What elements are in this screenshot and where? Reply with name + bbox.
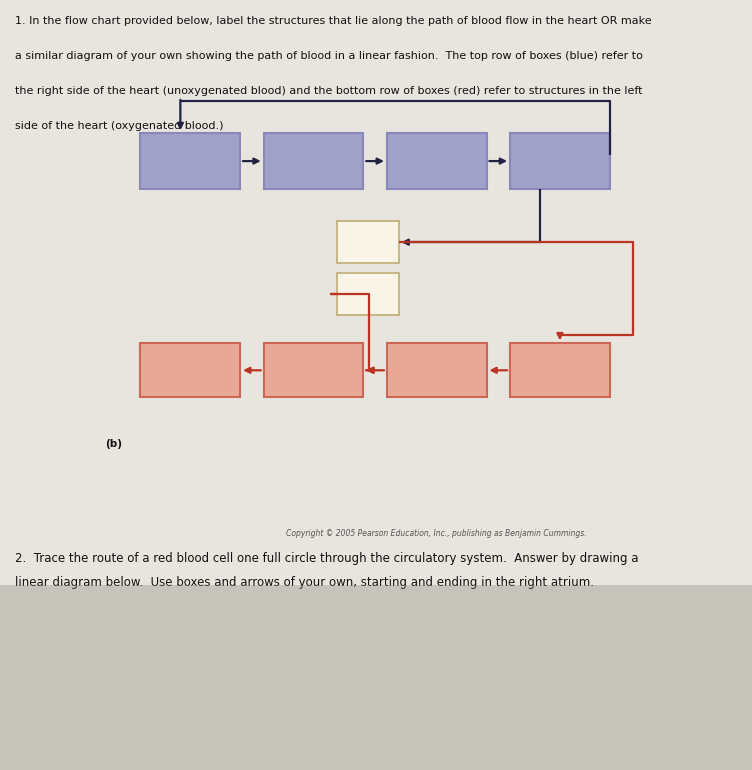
Text: 1. In the flow chart provided below, label the structures that lie along the pat: 1. In the flow chart provided below, lab…: [15, 16, 652, 26]
Bar: [510, 133, 610, 189]
Bar: [387, 133, 487, 189]
Text: 2.  Trace the route of a red blood cell one full circle through the circulatory : 2. Trace the route of a red blood cell o…: [15, 552, 638, 565]
Bar: [264, 343, 363, 397]
Text: side of the heart (oxygenated blood.): side of the heart (oxygenated blood.): [15, 122, 223, 131]
Text: a similar diagram of your own showing the path of blood in a linear fashion.  Th: a similar diagram of your own showing th…: [15, 51, 643, 61]
Bar: [337, 273, 399, 315]
Text: linear diagram below.  Use boxes and arrows of your own, starting and ending in : linear diagram below. Use boxes and arro…: [15, 576, 594, 589]
Text: Copyright © 2005 Pearson Education, Inc., publishing as Benjamin Cummings.: Copyright © 2005 Pearson Education, Inc.…: [286, 529, 587, 538]
Text: the right side of the heart (unoxygenated blood) and the bottom row of boxes (re: the right side of the heart (unoxygenate…: [15, 86, 642, 96]
Bar: [337, 221, 399, 263]
Bar: [510, 343, 610, 397]
Bar: [141, 343, 240, 397]
Bar: [387, 343, 487, 397]
Bar: [264, 133, 363, 189]
Text: (b): (b): [105, 440, 123, 450]
Bar: [141, 133, 240, 189]
